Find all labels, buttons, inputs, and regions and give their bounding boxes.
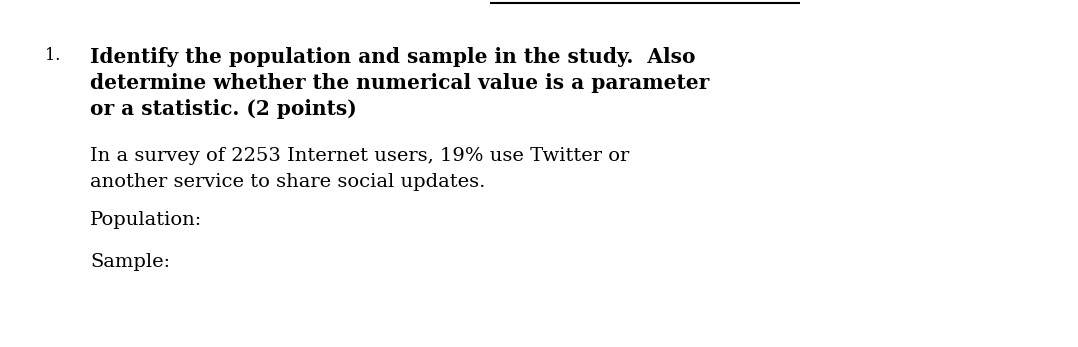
Text: or a statistic. (2 points): or a statistic. (2 points) <box>89 99 357 119</box>
Text: determine whether the numerical value is a parameter: determine whether the numerical value is… <box>89 73 709 93</box>
Text: another service to share social updates.: another service to share social updates. <box>89 173 485 191</box>
Text: Sample:: Sample: <box>89 253 170 271</box>
Text: 1.: 1. <box>44 47 60 64</box>
Text: In a survey of 2253 Internet users, 19% use Twitter or: In a survey of 2253 Internet users, 19% … <box>89 147 630 165</box>
Text: Identify the population and sample in the study.  Also: Identify the population and sample in th… <box>89 47 695 67</box>
Text: Population:: Population: <box>89 211 203 229</box>
